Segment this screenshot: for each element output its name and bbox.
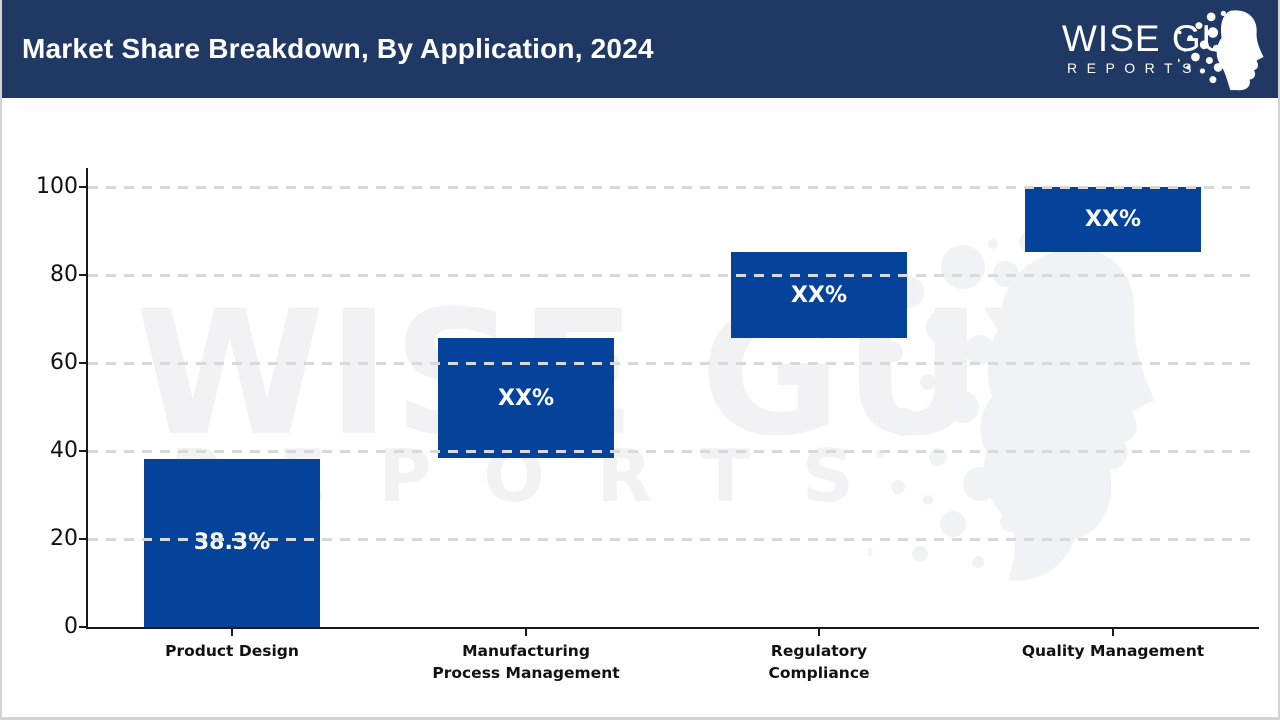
- bar-value-label: XX%: [1085, 207, 1141, 233]
- bar-1: 38.3%: [144, 458, 320, 627]
- y-tick-mark-60: [79, 362, 86, 364]
- bar-value-label: 38.3%: [193, 530, 271, 556]
- y-tick-label-80: 80: [50, 262, 78, 287]
- bar-2: XX%: [438, 338, 614, 459]
- bar-value-label: XX%: [791, 282, 847, 308]
- y-tick-label-0: 0: [64, 614, 78, 639]
- y-tick-label-40: 40: [50, 438, 78, 463]
- gridline-80: [88, 274, 1258, 277]
- x-category-label-2: Manufacturing Process Management: [432, 642, 620, 682]
- x-axis-line: [86, 627, 1259, 629]
- y-tick-label-20: 20: [50, 526, 78, 551]
- watermark-head-icon: [868, 233, 1154, 581]
- x-category-label-3: Regulatory Compliance: [768, 642, 870, 682]
- brand-head-icon: [1178, 10, 1264, 91]
- page-title: Market Share Breakdown, By Application, …: [22, 33, 654, 64]
- bar-value-label: XX%: [498, 385, 554, 411]
- y-tick-mark-100: [79, 186, 86, 188]
- bar-4: XX%: [1025, 187, 1201, 253]
- brand-logo: WISE GUY REPORTS: [1026, 4, 1276, 96]
- y-axis-line: [86, 168, 88, 629]
- x-category-label-1: Product Design: [165, 642, 299, 660]
- header-bar: Market Share Breakdown, By Application, …: [2, 0, 1278, 98]
- gridline-60: [88, 362, 1258, 365]
- x-tick-mark-4: [1112, 629, 1114, 636]
- x-tick-mark-3: [818, 629, 820, 636]
- gridline-20: [88, 538, 1258, 541]
- x-tick-mark-1: [231, 629, 233, 636]
- y-tick-label-60: 60: [50, 350, 78, 375]
- x-category-label-4: Quality Management: [1021, 642, 1205, 660]
- y-tick-label-100: 100: [36, 174, 78, 199]
- y-tick-mark-0: [79, 626, 86, 628]
- x-tick-mark-2: [525, 629, 527, 636]
- bar-3: XX%: [731, 252, 907, 339]
- gridline-100: [88, 186, 1258, 189]
- y-tick-mark-40: [79, 450, 86, 452]
- y-tick-mark-80: [79, 274, 86, 276]
- gridline-40: [88, 450, 1258, 453]
- y-tick-mark-20: [79, 538, 86, 540]
- brand-subtitle: REPORTS: [1067, 60, 1201, 76]
